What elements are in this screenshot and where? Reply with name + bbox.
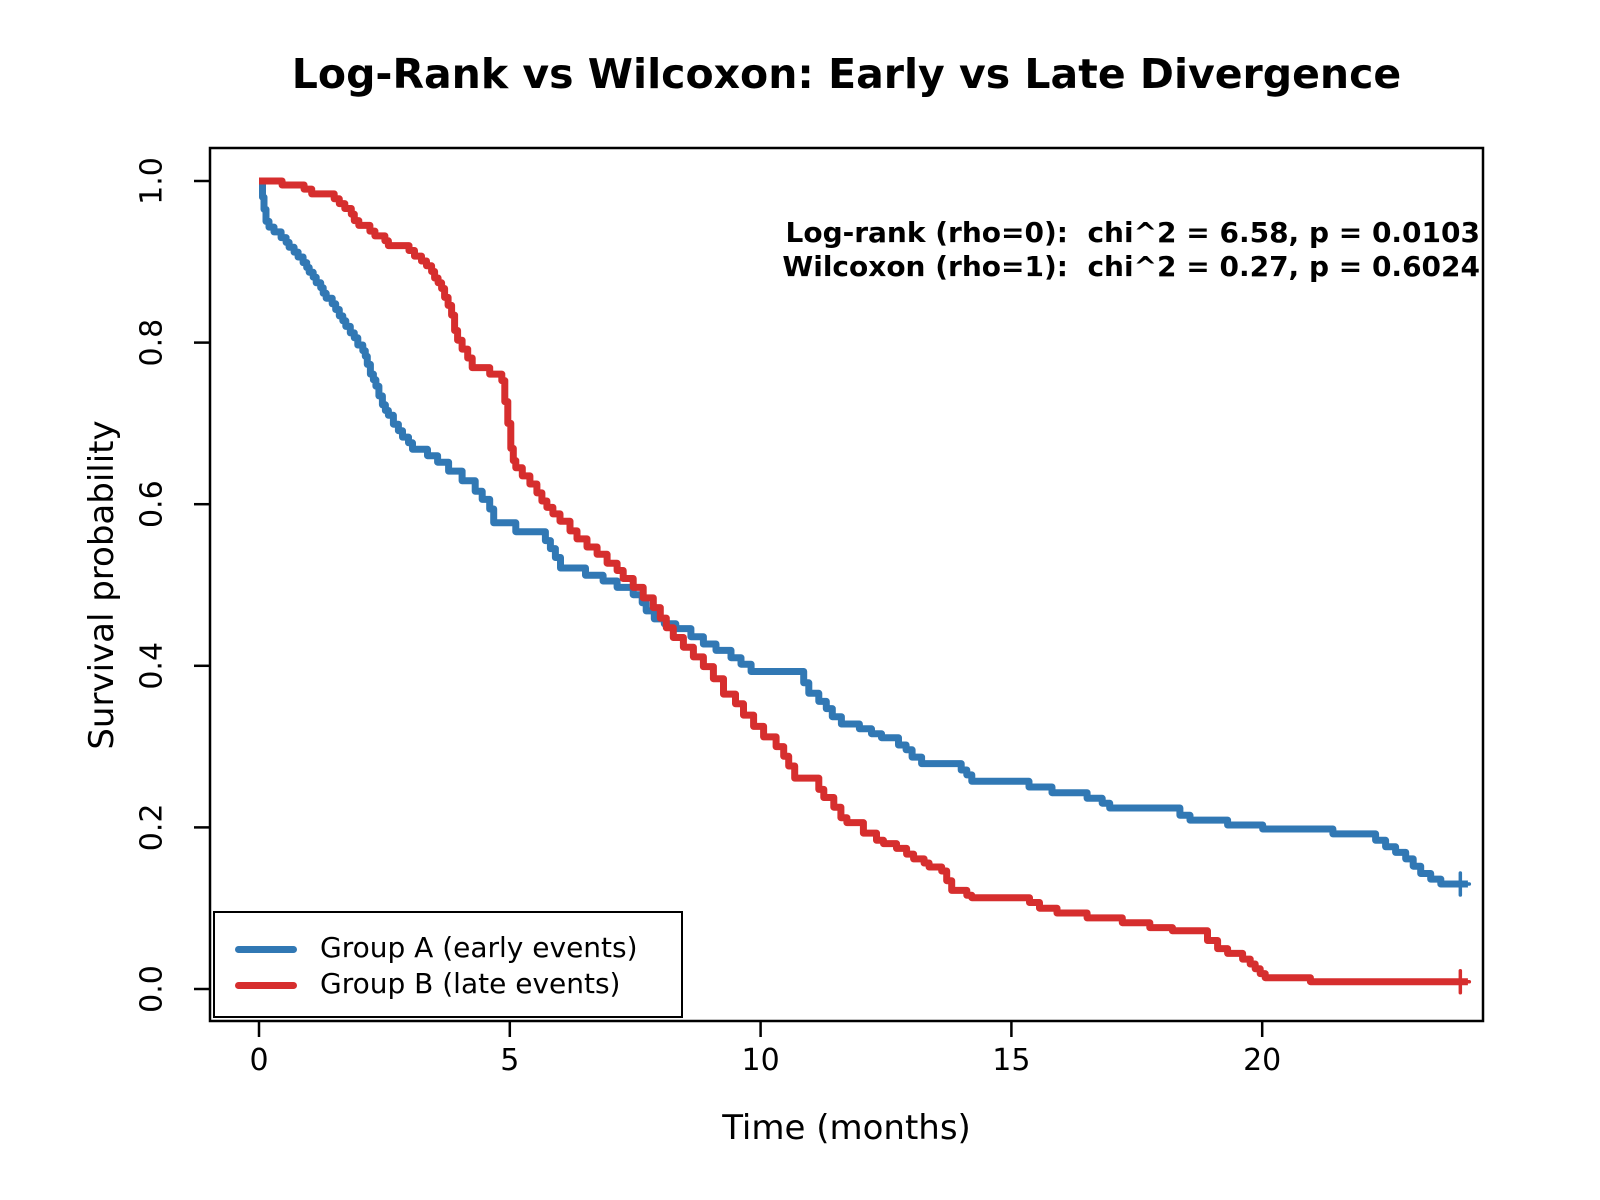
x-tick-label: 20 <box>1243 1043 1281 1078</box>
group-b-line-swatch <box>235 982 297 989</box>
x-tick-label: 5 <box>500 1043 519 1078</box>
legend-item-group-b: Group B (late events) <box>215 967 681 1003</box>
legend-item-group-a: Group A (early events) <box>215 931 681 967</box>
x-tick-label: 15 <box>992 1043 1030 1078</box>
survival-curve-group-a <box>259 177 1468 888</box>
y-axis-label: Survival probability <box>82 420 122 750</box>
y-tick-label: 0.8 <box>135 319 170 367</box>
y-tick-label: 0.4 <box>135 642 170 690</box>
censor-mark-group-a <box>1449 871 1472 897</box>
wilcoxon-stat-line: Wilcoxon (rho=1): chi^2 = 0.27, p = 0.60… <box>782 250 1480 283</box>
logrank-stat-line: Log-rank (rho=0): chi^2 = 6.58, p = 0.01… <box>785 216 1480 249</box>
survival-curves <box>259 177 1472 995</box>
plot-box <box>208 146 1485 1023</box>
x-axis-label: Time (months) <box>722 1108 971 1148</box>
y-tick-label: 0.2 <box>135 804 170 852</box>
chart-title: Log-Rank vs Wilcoxon: Early vs Late Dive… <box>291 50 1402 98</box>
censor-mark-group-b <box>1449 968 1472 995</box>
y-tick-label: 1.0 <box>135 157 170 205</box>
axes-layer: 0 5 10 15 20 0.0 0.2 0.4 0.6 0.8 1.0 <box>135 157 1282 1078</box>
survival-curve-group-b <box>259 177 1468 986</box>
legend-label-group-b: Group B (late events) <box>320 967 621 1000</box>
y-tick-label: 0.6 <box>135 480 170 528</box>
stats-annotation: Log-rank (rho=0): chi^2 = 6.58, p = 0.01… <box>782 216 1480 284</box>
group-a-line-swatch <box>235 946 297 953</box>
legend-label-group-a: Group A (early events) <box>320 931 638 964</box>
x-tick-label: 10 <box>742 1043 780 1078</box>
legend-box: Group A (early events) Group B (late eve… <box>213 911 683 1018</box>
x-tick-label: 0 <box>249 1043 268 1078</box>
y-tick-label: 0.0 <box>135 965 170 1013</box>
